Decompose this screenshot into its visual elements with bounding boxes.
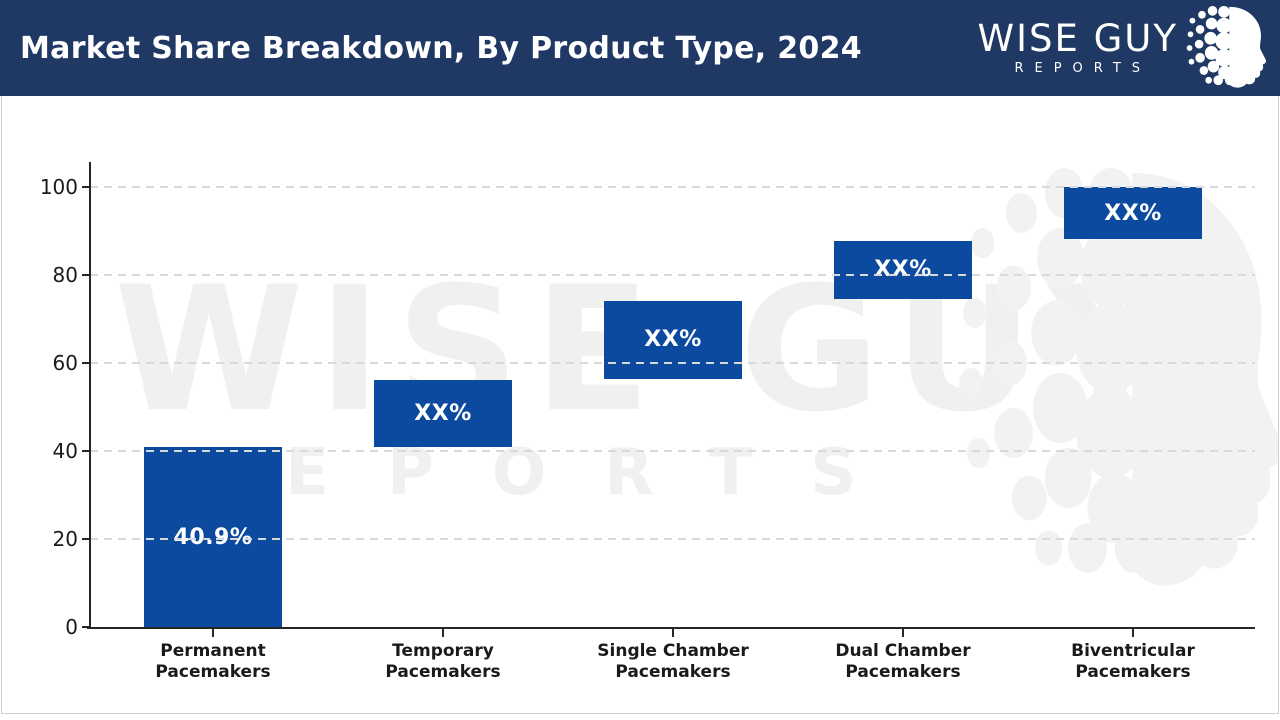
bar-value-label: XX% — [1104, 200, 1162, 226]
category-label-line: Temporary — [392, 641, 494, 661]
y-axis-tick — [82, 274, 90, 276]
y-axis-tick — [82, 538, 90, 540]
y-gridline — [90, 274, 1255, 276]
y-axis-tick — [82, 362, 90, 364]
y-gridline — [90, 450, 1255, 452]
category-label-line: Pacemakers — [385, 662, 501, 682]
y-axis-tick-label: 0 — [65, 615, 78, 639]
x-axis-category-label: Dual Chamber Pacemakers — [783, 641, 1023, 683]
y-axis-tick — [82, 626, 90, 628]
y-axis-tick-label: 40 — [52, 439, 78, 463]
category-label-line: Pacemakers — [1075, 662, 1191, 682]
header-banner: Market Share Breakdown, By Product Type,… — [0, 0, 1280, 96]
bar-value-label: XX% — [874, 257, 932, 283]
wiseguy-face-icon — [1186, 5, 1266, 88]
category-label-line: Pacemakers — [155, 662, 271, 682]
y-axis-line — [89, 162, 91, 629]
x-axis-line — [87, 627, 1255, 629]
category-label-line: Biventricular — [1071, 641, 1195, 661]
y-axis-tick — [82, 186, 90, 188]
bar-segment: XX% — [834, 240, 972, 299]
bar-value-label: XX% — [414, 400, 472, 426]
bar-segment: XX% — [604, 300, 742, 379]
x-axis-tick — [442, 629, 444, 637]
y-gridline — [90, 538, 1255, 540]
y-gridline — [90, 186, 1255, 188]
x-axis-tick — [212, 629, 214, 637]
y-axis-tick-label: 60 — [52, 351, 78, 375]
logo-subtitle: REPORTS — [1014, 61, 1152, 76]
chart-canvas: WISE GUY REPORTS 40.9% XX% XX% XX% XX% 0 20 40 6… — [1, 96, 1279, 714]
y-axis-tick-label: 100 — [39, 175, 78, 199]
bar-value-label: XX% — [644, 327, 702, 353]
y-axis-tick — [82, 450, 90, 452]
logo-wordmark: WISE GUY — [977, 17, 1178, 60]
plot-area: 40.9% XX% XX% XX% XX% 0 20 40 60 80 100 Permanent Pa… — [2, 96, 1278, 713]
category-label-line: Pacemakers — [615, 662, 731, 682]
x-axis-tick — [672, 629, 674, 637]
page-title: Market Share Breakdown, By Product Type,… — [20, 30, 862, 66]
category-label-line: Permanent — [160, 641, 266, 661]
bar-segment: XX% — [1064, 187, 1202, 240]
logo-text: WISE GUY REPORTS — [978, 20, 1178, 76]
bar-segment: 40.9% — [144, 447, 282, 627]
bar-segment: XX% — [374, 379, 512, 448]
x-axis-tick — [902, 629, 904, 637]
category-label-line: Single Chamber — [597, 641, 749, 661]
x-axis-category-label: Temporary Pacemakers — [323, 641, 563, 683]
y-axis-tick-label: 80 — [52, 263, 78, 287]
y-axis-tick-label: 20 — [52, 527, 78, 551]
category-label-line: Dual Chamber — [835, 641, 971, 661]
y-gridline — [90, 362, 1255, 364]
x-axis-tick — [1132, 629, 1134, 637]
x-axis-category-label: Single Chamber Pacemakers — [553, 641, 793, 683]
x-axis-category-label: Permanent Pacemakers — [93, 641, 333, 683]
wiseguy-logo: WISE GUY REPORTS — [978, 4, 1266, 92]
x-axis-category-label: Biventricular Pacemakers — [1013, 641, 1253, 683]
bar-value-label: 40.9% — [173, 524, 253, 550]
category-label-line: Pacemakers — [845, 662, 961, 682]
